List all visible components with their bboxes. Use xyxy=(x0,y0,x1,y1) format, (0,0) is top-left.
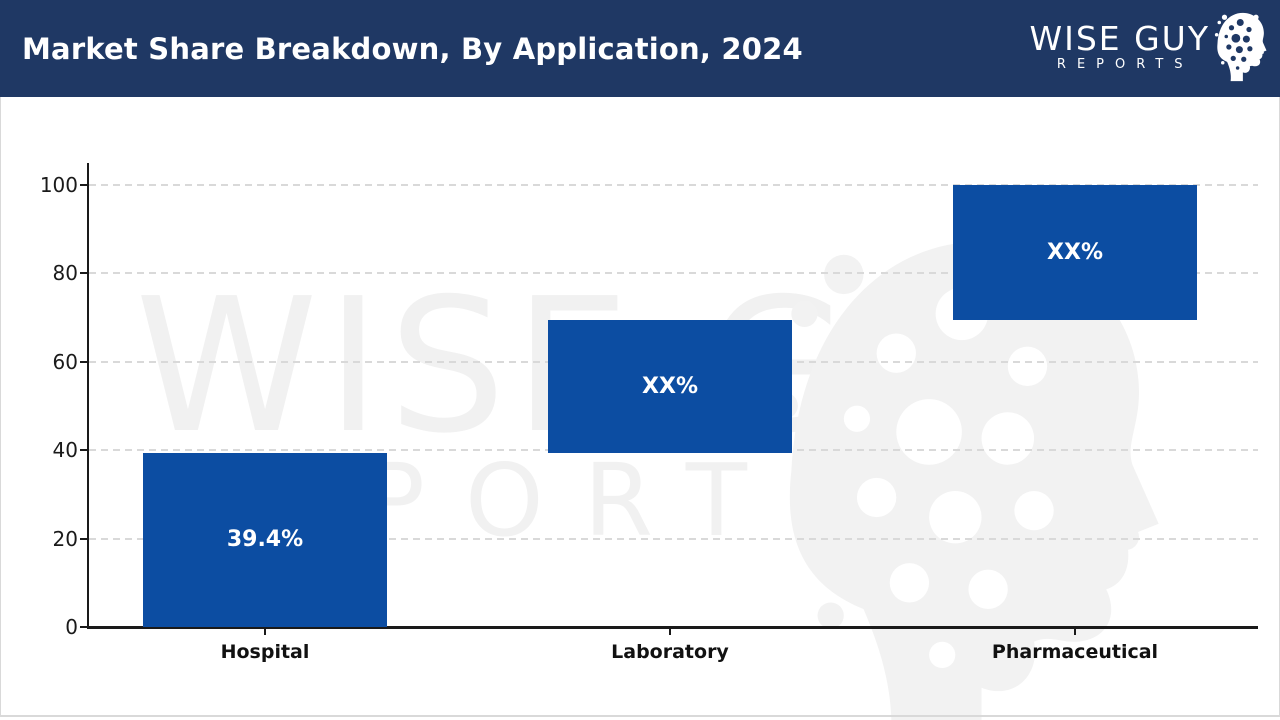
y-tick-label: 100 xyxy=(39,173,78,197)
y-tick-label: 20 xyxy=(52,526,78,551)
y-axis-line xyxy=(87,163,89,629)
bar-value-label: XX% xyxy=(642,373,698,399)
gridline xyxy=(89,537,1258,540)
y-tick-label: 80 xyxy=(52,261,78,286)
x-tick-mark xyxy=(264,627,266,635)
x-axis-line xyxy=(87,626,1258,629)
chart-title: Market Share Breakdown, By Application, … xyxy=(22,31,803,66)
x-category-label: Hospital xyxy=(220,641,310,663)
y-tick-mark xyxy=(80,537,88,540)
header-bar: Market Share Breakdown, By Application, … xyxy=(0,0,1280,97)
bar-segment: XX% xyxy=(548,319,792,453)
y-tick-label: 60 xyxy=(52,349,78,374)
x-category-label: Laboratory xyxy=(611,641,729,663)
x-tick-mark xyxy=(669,627,671,635)
brand-logo-text: WISE GUY REPORTS xyxy=(1029,21,1210,73)
x-tick-mark xyxy=(1074,627,1076,635)
y-tick-mark xyxy=(80,626,88,628)
y-tick-mark xyxy=(80,184,88,186)
brand-logo-face-icon xyxy=(1214,12,1267,82)
brand-logo-reports: REPORTS xyxy=(1056,57,1194,72)
bar-value-label: 39.4% xyxy=(226,527,304,553)
left-edge-line xyxy=(0,97,1,717)
bar-segment: 39.4% xyxy=(143,452,387,627)
y-tick-mark xyxy=(80,360,88,363)
brand-logo: WISE GUY REPORTS xyxy=(1029,10,1270,84)
chart-plot-area: 0 20 40 60 80 100 39.4% XX% XX% Hospital Laborator… xyxy=(0,97,1280,720)
bar-segment: XX% xyxy=(953,185,1197,320)
brand-logo-wise-guy: WISE GUY xyxy=(1029,19,1210,58)
gridline xyxy=(89,184,1258,186)
y-tick-mark xyxy=(80,272,88,275)
bar-value-label: XX% xyxy=(1047,239,1103,265)
y-tick-label: 0 xyxy=(65,615,78,639)
bottom-edge-line xyxy=(0,715,1280,717)
gridline xyxy=(89,272,1258,275)
y-tick-label: 40 xyxy=(52,438,78,463)
y-tick-mark xyxy=(80,449,88,452)
x-category-label: Pharmaceutical xyxy=(991,641,1159,663)
